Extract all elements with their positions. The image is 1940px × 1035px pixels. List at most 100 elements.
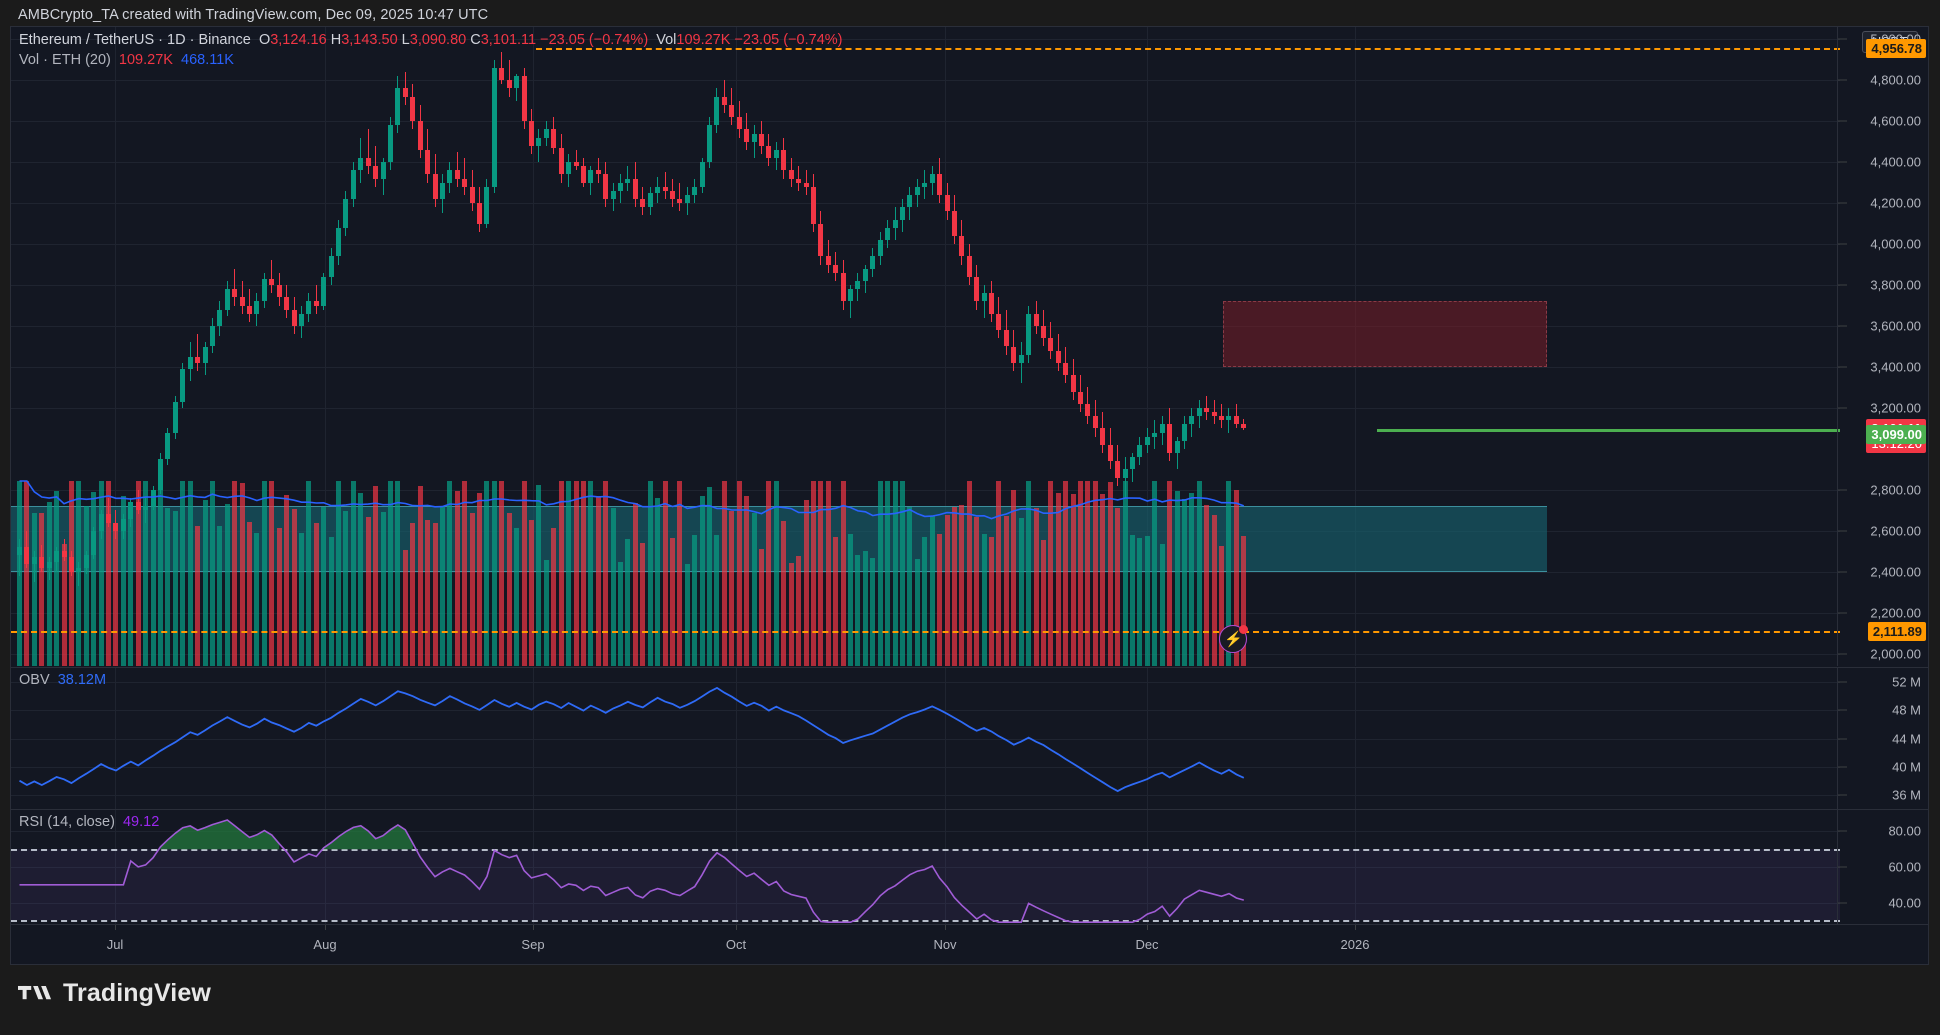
price-axis[interactable]: USDT 5,000.004,800.004,600.004,400.004,2…: [1837, 27, 1928, 666]
volume-bar: [1159, 544, 1165, 666]
candle-body: [1033, 313, 1039, 326]
price-plot-area[interactable]: ⚡: [11, 27, 1840, 666]
obv-line: [19, 686, 1245, 793]
volume-bar: [803, 499, 809, 666]
price-axis-tick: 2,200.00: [1870, 605, 1921, 621]
candle-body: [261, 278, 267, 302]
volume-bar: [1144, 536, 1150, 666]
candle-body: [951, 211, 957, 236]
volume-bar: [655, 498, 661, 666]
price-axis-tick: 3,600.00: [1870, 318, 1921, 334]
volume-bar: [1107, 482, 1113, 666]
candle-body: [966, 256, 972, 277]
candle-body: [1092, 416, 1098, 429]
candle-body: [899, 207, 905, 220]
rsi-axis[interactable]: 80.00 60.00 40.00: [1837, 810, 1928, 924]
rsi-plot-area[interactable]: [11, 810, 1840, 924]
candle-wick: [679, 182, 681, 212]
volume-bar: [707, 486, 713, 666]
volume-bar: [1181, 499, 1187, 666]
volume-bar: [781, 521, 787, 666]
candle-body: [944, 194, 950, 212]
candle-body: [462, 178, 468, 187]
candle-body: [388, 125, 393, 163]
volume-bar: [31, 513, 37, 666]
candle-body: [1070, 375, 1076, 392]
volume-bar: [172, 510, 178, 666]
volume-bar: [1040, 540, 1046, 666]
volume-bar: [610, 508, 616, 666]
candle-body: [773, 149, 779, 159]
candle-body: [180, 369, 186, 402]
gridline: [11, 366, 1840, 368]
volume-bar: [187, 481, 193, 666]
support-line-2111[interactable]: [11, 630, 1840, 633]
volume-bar: [1092, 481, 1098, 666]
volume-bar: [766, 481, 772, 666]
candle-wick: [1176, 436, 1178, 470]
volume-bar: [499, 481, 505, 666]
candle-body: [625, 178, 631, 183]
candle-body: [744, 129, 750, 142]
obv-plot-area[interactable]: [11, 668, 1840, 809]
obv-axis[interactable]: 52 M 48 M 44 M 40 M 36 M: [1837, 668, 1928, 809]
volume-bar: [1233, 490, 1239, 666]
candle-body: [1011, 346, 1017, 363]
candle-body: [1233, 416, 1239, 425]
candle-body: [402, 88, 408, 97]
resistance-zone-box[interactable]: [1223, 301, 1547, 367]
candle-body: [328, 256, 334, 277]
rsi-pane[interactable]: 80.00 60.00 40.00 RSI (14, close) 49.12: [11, 809, 1928, 924]
candle-body: [618, 182, 624, 191]
volume-bar: [528, 520, 534, 666]
volume-bar: [1085, 481, 1091, 666]
candle-body: [573, 162, 579, 167]
candle-body: [721, 96, 727, 105]
volume-bar: [640, 542, 646, 666]
volume-bar: [247, 521, 253, 666]
price-axis-tick: 2,000.00: [1870, 646, 1921, 662]
price-level-line-3099[interactable]: [1377, 428, 1840, 432]
candle-body: [1241, 423, 1247, 429]
volume-bar: [736, 481, 742, 666]
candle-body: [172, 401, 178, 433]
time-axis-label: 2026: [1340, 937, 1370, 952]
time-axis[interactable]: Jul Aug Sep Oct Nov Dec 2026: [11, 924, 1928, 964]
candle-body: [566, 162, 572, 175]
candle-body: [1078, 391, 1084, 404]
gridline: [11, 489, 1840, 491]
candle-body: [1137, 444, 1143, 458]
volume-bar: [254, 532, 260, 666]
volume-bar: [684, 563, 690, 666]
candle-body: [380, 162, 386, 179]
volume-bar: [1070, 493, 1076, 666]
volume-bar: [358, 492, 364, 666]
price-tag-support[interactable]: 2,111.89: [1867, 621, 1926, 641]
price-tag-resistance[interactable]: 4,956.78: [1866, 39, 1926, 59]
volume-bar: [870, 558, 876, 666]
volume-bar: [276, 528, 282, 666]
obv-pane[interactable]: 52 M 48 M 44 M 40 M 36 M OBV 38.12M: [11, 667, 1928, 809]
time-axis-tickmark: [736, 925, 737, 930]
bid-price-tag[interactable]: 3,099.00: [1866, 424, 1926, 444]
resistance-line-4956[interactable]: [536, 48, 1840, 51]
gridline: [11, 326, 1840, 328]
candle-wick: [1206, 395, 1208, 421]
price-pane[interactable]: ⚡ USDT 5,000.004,800.004,600.004,400.004…: [11, 27, 1928, 666]
volume-bar: [39, 512, 45, 666]
time-axis-label: Dec: [1135, 937, 1159, 952]
candle-body: [595, 170, 601, 175]
alert-lightning-icon[interactable]: ⚡: [1219, 625, 1249, 654]
volume-bar: [1219, 545, 1225, 666]
volume-bar: [410, 523, 416, 666]
rsi-level-line-30: [11, 920, 1840, 923]
candle-wick: [464, 158, 466, 195]
volume-bar: [588, 481, 594, 666]
attribution-text: AMBCrypto_TA created with TradingView.co…: [18, 7, 489, 23]
volume-bar: [217, 525, 223, 666]
candle-body: [239, 297, 245, 306]
candle-body: [217, 309, 223, 326]
volume-bar: [336, 481, 342, 666]
volume-bar: [76, 481, 82, 666]
candle-body: [247, 305, 253, 314]
